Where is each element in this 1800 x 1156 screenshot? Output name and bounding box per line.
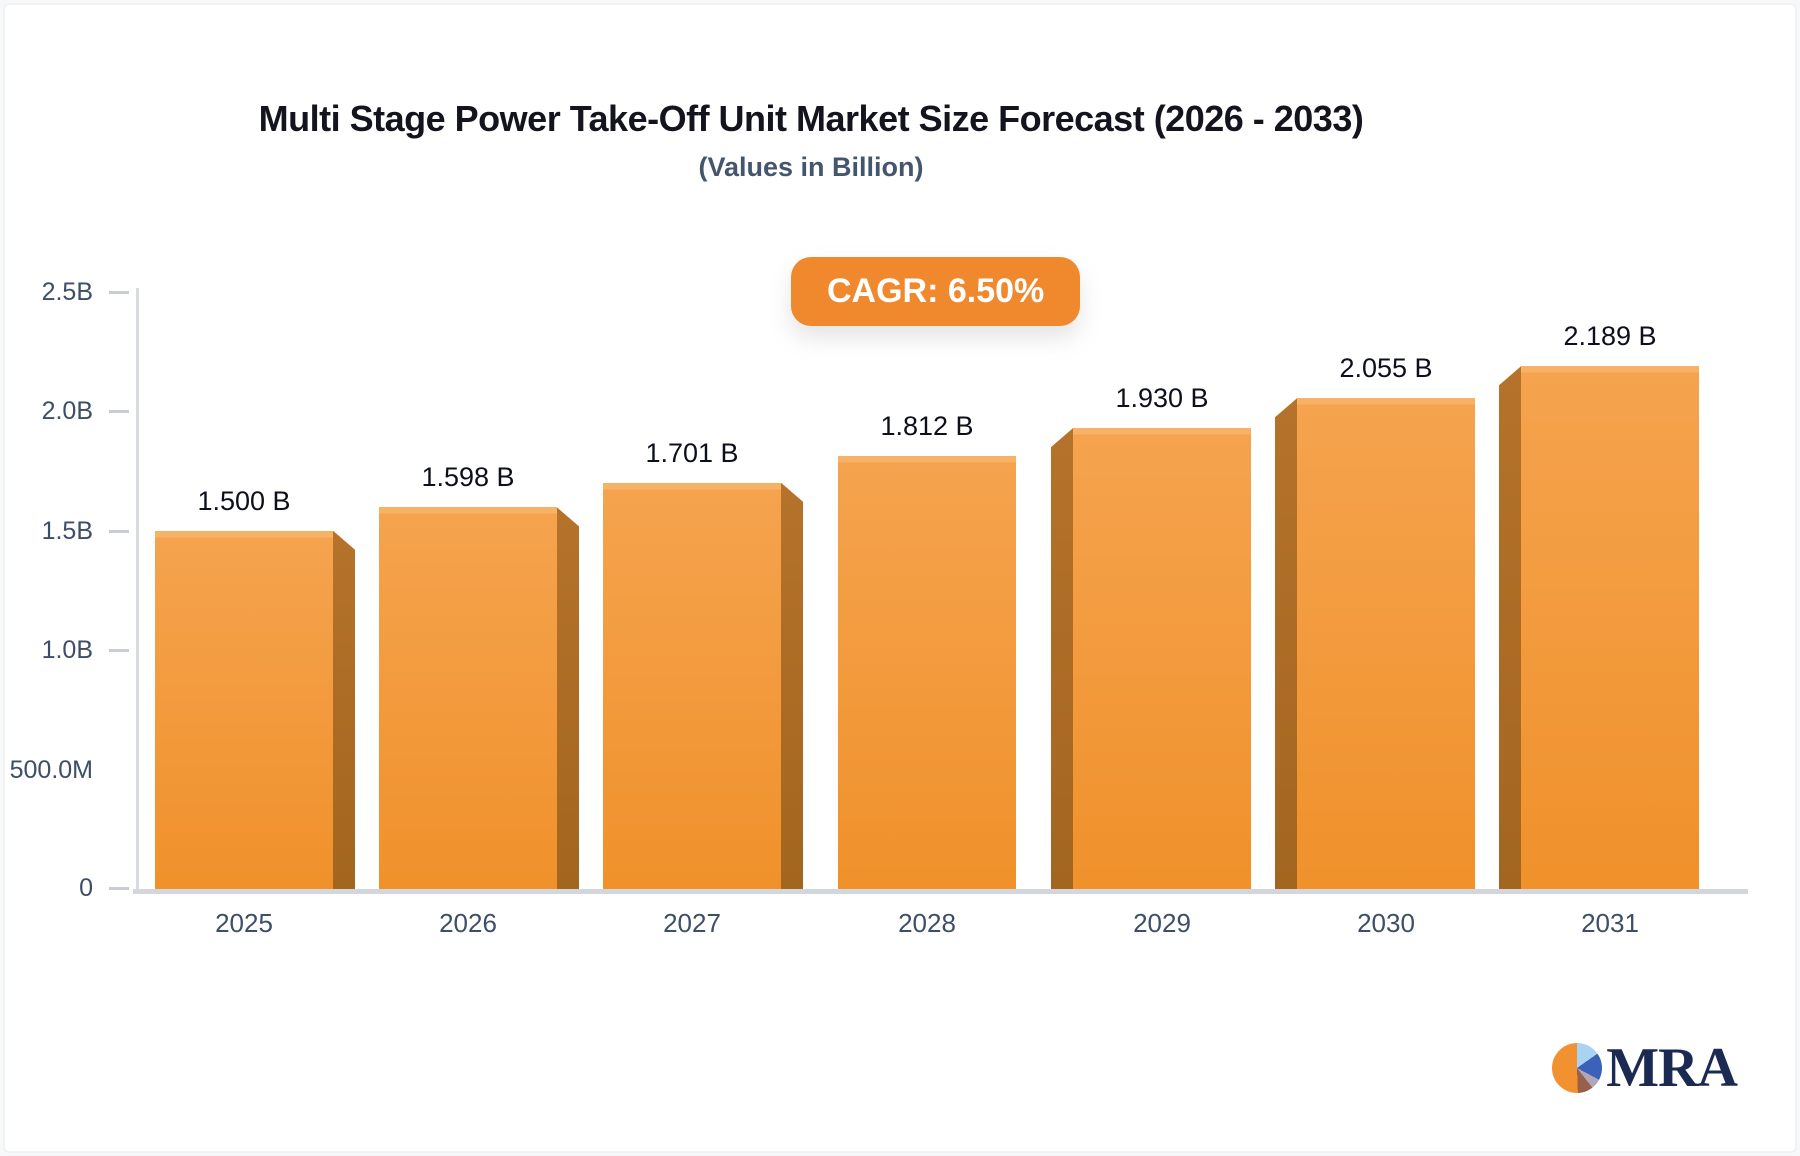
x-tick-label: 2026: [439, 908, 497, 938]
bar-value-label: 1.812 B: [880, 411, 974, 442]
y-axis-line: [136, 288, 139, 891]
bar-2025: [155, 530, 333, 889]
y-tick-label: 1.0B: [41, 636, 93, 665]
bar-shadow-side-2030: [1275, 398, 1297, 889]
logo-text: MRA: [1606, 1037, 1738, 1099]
y-tick-label: 2.0B: [41, 397, 93, 426]
logo: MRA: [1552, 1037, 1738, 1099]
chart-title: Multi Stage Power Take-Off Unit Market S…: [258, 98, 1364, 139]
pie-chart-icon: [1552, 1043, 1603, 1093]
y-tick-mark: [109, 529, 129, 533]
bar-value-label: 2.055 B: [1339, 353, 1433, 384]
y-tick-mark: [109, 887, 129, 890]
bar-shadow-side-2025: [333, 530, 355, 889]
bar-value-label: 1.701 B: [645, 437, 739, 468]
bar-shadow-side-2026: [557, 507, 579, 889]
cagr-badge: CAGR: 6.50%: [791, 257, 1081, 326]
y-tick-label: 500.0M: [9, 755, 93, 784]
bar-2030: [1297, 398, 1475, 889]
bar-shadow-side-2029: [1051, 428, 1073, 889]
bar-value-label: 2.189 B: [1563, 321, 1657, 352]
bar-chart-plot: 2.5B 2.0B 1.5B 1.0B 500.0M 0 1.500 B 2025 1.598 …: [5, 5, 1795, 1151]
x-tick-label: 2025: [215, 908, 273, 938]
x-tick-label: 2031: [1581, 908, 1639, 938]
y-tick-mark: [109, 649, 129, 653]
y-tick-label: 0: [79, 874, 93, 902]
bar-shadow-side-2031: [1499, 366, 1521, 889]
bar-value-label: 1.500 B: [197, 485, 291, 516]
bar-2031: [1521, 366, 1699, 889]
y-tick-label: 1.5B: [41, 516, 93, 545]
x-tick-label: 2028: [898, 908, 956, 938]
x-axis-line: [133, 889, 1748, 894]
y-tick-mark: [109, 291, 129, 294]
y-tick-label: 2.5B: [41, 278, 93, 306]
bar-shadow-side-2027: [781, 482, 803, 889]
x-tick-label: 2030: [1357, 908, 1415, 938]
bar-2028: [838, 456, 1016, 889]
chart-subtitle: (Values in Billion): [698, 152, 924, 182]
x-tick-label: 2027: [663, 908, 721, 938]
bar-2026: [379, 507, 557, 889]
bar-2029: [1073, 428, 1251, 889]
bar-value-label: 1.930 B: [1115, 383, 1209, 414]
bar-value-label: 1.598 B: [421, 462, 515, 493]
chart-card: Multi Stage Power Take-Off Unit Market S…: [3, 3, 1797, 1153]
x-tick-label: 2029: [1133, 908, 1191, 938]
y-tick-mark: [109, 410, 129, 414]
bar-2027: [603, 482, 781, 889]
